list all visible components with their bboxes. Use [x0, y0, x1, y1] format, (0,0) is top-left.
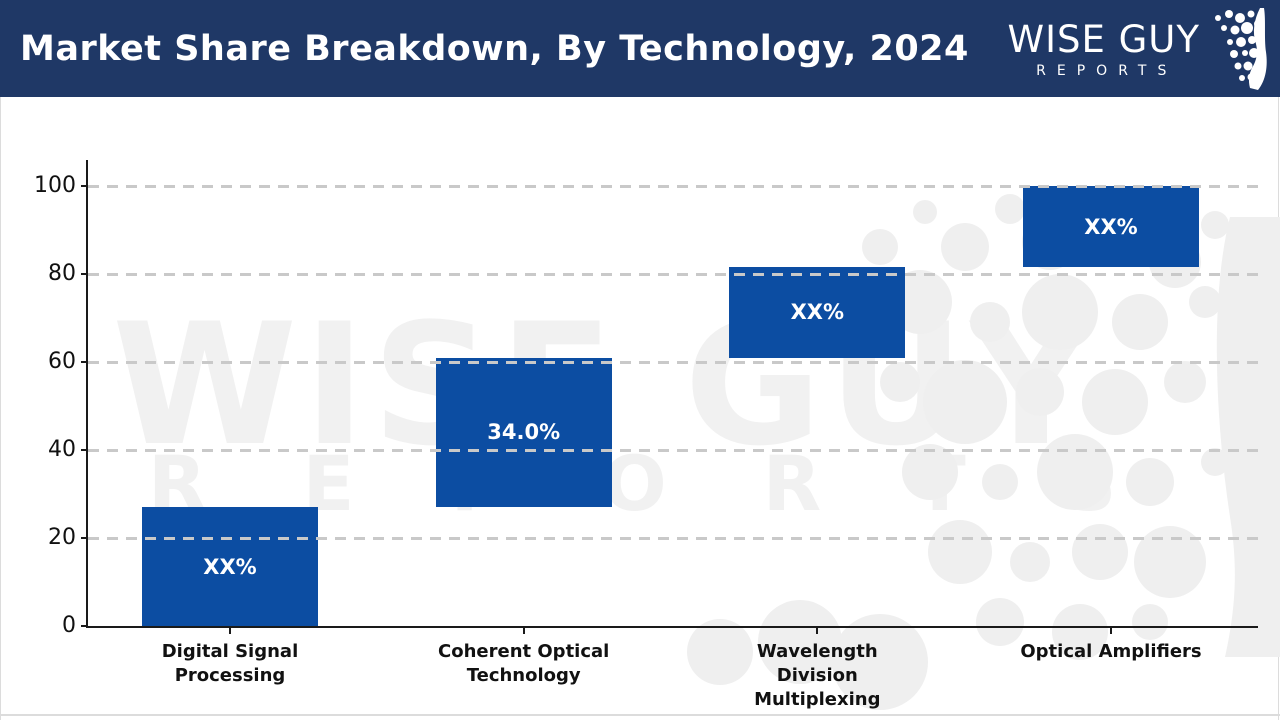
bar-wavelength-division-multiplexing: XX%	[729, 267, 906, 358]
bar-value-label-optical-amplifiers: XX%	[1084, 214, 1138, 239]
x-axis-spine	[86, 626, 1258, 628]
category-label-wavelength-division-multiplexing: Wavelength Division Multiplexing	[754, 641, 881, 710]
page-title: Market Share Breakdown, By Technology, 2…	[20, 28, 969, 69]
ytick-label-100: 100	[34, 173, 76, 198]
chart-area: WISE GUY REPORTS 020406080100XX%Digital …	[0, 97, 1280, 720]
bottom-hairline	[0, 714, 1280, 716]
ytick-label-40: 40	[48, 437, 76, 462]
ytick-20	[81, 537, 88, 539]
ytick-label-80: 80	[48, 261, 76, 286]
ytick-label-20: 20	[48, 525, 76, 550]
ytick-0	[81, 625, 88, 627]
bar-value-label-digital-signal-processing: XX%	[203, 554, 257, 579]
gridline-20	[88, 537, 1258, 540]
xtick-coherent-optical-technology	[522, 627, 525, 634]
header-bar: Market Share Breakdown, By Technology, 2…	[0, 0, 1280, 97]
category-label-coherent-optical-technology: Coherent Optical Technology	[438, 641, 610, 686]
y-axis-spine	[86, 160, 88, 628]
category-label-optical-amplifiers: Optical Amplifiers	[1020, 641, 1202, 662]
ytick-100	[81, 185, 88, 187]
xtick-wavelength-division-multiplexing	[816, 627, 819, 634]
ytick-label-60: 60	[48, 349, 76, 374]
gridline-60	[88, 361, 1258, 364]
gridline-40	[88, 449, 1258, 452]
xtick-digital-signal-processing	[229, 627, 231, 634]
bar-value-label-coherent-optical-technology: 34.0%	[487, 420, 561, 445]
ytick-40	[81, 449, 88, 451]
xtick-optical-amplifiers	[1110, 627, 1112, 634]
bar-coherent-optical-technology: 34.0%	[435, 357, 612, 508]
category-label-digital-signal-processing: Digital Signal Processing	[161, 641, 299, 686]
ytick-label-0: 0	[62, 613, 76, 638]
bar-optical-amplifiers: XX%	[1023, 186, 1199, 268]
logo-wordmark-line1: WISE GUY	[1007, 17, 1200, 61]
wiseguy-logo: WISE GUY REPORTS	[1008, 6, 1268, 92]
gridline-80	[88, 273, 1258, 276]
gridline-100	[88, 185, 1258, 188]
logo-wordmark-line2: REPORTS	[1036, 62, 1178, 79]
ytick-60	[81, 361, 88, 363]
logo-wordmark: WISE GUY REPORTS	[1007, 17, 1200, 79]
ytick-80	[81, 273, 88, 275]
bar-digital-signal-processing: XX%	[142, 507, 318, 626]
bar-value-label-wavelength-division-multiplexing: XX%	[790, 300, 845, 325]
dotted-head-profile-icon	[1215, 8, 1267, 90]
left-hairline	[0, 97, 1, 720]
